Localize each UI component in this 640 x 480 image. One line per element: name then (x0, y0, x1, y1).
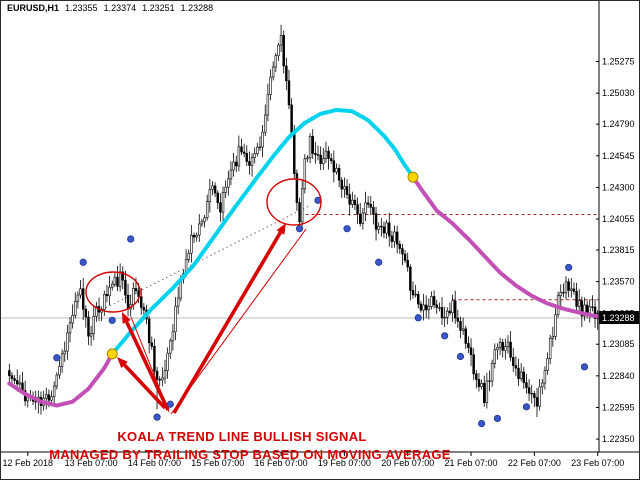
svg-text:1.22595: 1.22595 (602, 402, 635, 412)
trend-segment-bearish (411, 175, 600, 319)
trend-segment-bullish (110, 108, 415, 356)
svg-text:13 Feb 07:00: 13 Feb 07:00 (65, 458, 118, 468)
close-value: 1.23288 (180, 3, 214, 13)
signal-annotations[interactable]: KOALA TREND LINE BULLISH SIGNAL MANAGED B… (49, 178, 451, 462)
trend-segment-bearish (7, 351, 115, 408)
svg-text:16 Feb 07:00: 16 Feb 07:00 (255, 458, 308, 468)
svg-text:1.23085: 1.23085 (602, 339, 635, 349)
koala-trend-line[interactable] (7, 108, 600, 408)
svg-text:1.23570: 1.23570 (602, 277, 635, 287)
signal-arrowhead (117, 357, 128, 369)
svg-text:1.22840: 1.22840 (602, 371, 635, 381)
svg-text:15 Feb 07:00: 15 Feb 07:00 (191, 458, 244, 468)
candlesticks[interactable] (8, 24, 599, 418)
svg-text:20 Feb 07:00: 20 Feb 07:00 (381, 458, 434, 468)
current-price-badge: 1.23288 (599, 311, 640, 325)
symbol-ohlc-label: EURUSD,H1 1.23355 1.23374 1.23251 1.2328… (7, 3, 213, 13)
open-value: 1.23355 (65, 3, 98, 13)
svg-text:21 Feb 07:00: 21 Feb 07:00 (445, 458, 498, 468)
svg-text:12 Feb 2018: 12 Feb 2018 (3, 458, 54, 468)
svg-text:22 Feb 07:00: 22 Feb 07:00 (508, 458, 561, 468)
svg-text:1.22350: 1.22350 (602, 434, 635, 444)
svg-text:1.24300: 1.24300 (602, 182, 635, 192)
trend-transition-dots (106, 171, 419, 360)
svg-text:1.23288: 1.23288 (602, 313, 635, 323)
signal-arrowhead (276, 223, 286, 235)
svg-text:23 Feb 07:00: 23 Feb 07:00 (571, 458, 624, 468)
signal-arrowhead (122, 312, 131, 324)
svg-text:19 Feb 07:00: 19 Feb 07:00 (318, 458, 371, 468)
symbol-period-label: EURUSD,H1 (7, 3, 60, 13)
svg-text:1.25030: 1.25030 (602, 88, 635, 98)
svg-text:1.23815: 1.23815 (602, 245, 635, 255)
signal-circle (85, 271, 141, 313)
svg-text:1.24545: 1.24545 (602, 151, 635, 161)
high-value: 1.23374 (103, 3, 137, 13)
low-value: 1.23251 (142, 3, 175, 13)
svg-text:1.25275: 1.25275 (602, 57, 635, 67)
time-axis[interactable]: 12 Feb 2018 13 Feb 07:00 14 Feb 07:00 15 Fe… (3, 452, 625, 468)
svg-text:1.24790: 1.24790 (602, 119, 635, 129)
svg-text:1.24055: 1.24055 (602, 214, 635, 224)
signal-dots (53, 196, 589, 428)
signal-caption: MANAGED BY TRAILING STOP BASED ON MOVING… (49, 447, 451, 462)
signal-circle (266, 178, 322, 226)
signal-arrow (125, 321, 170, 411)
signal-caption: KOALA TREND LINE BULLISH SIGNAL (117, 429, 366, 444)
svg-text:14 Feb 07:00: 14 Feb 07:00 (128, 458, 181, 468)
signal-arrow (172, 231, 282, 414)
signal-arrow (123, 363, 167, 410)
